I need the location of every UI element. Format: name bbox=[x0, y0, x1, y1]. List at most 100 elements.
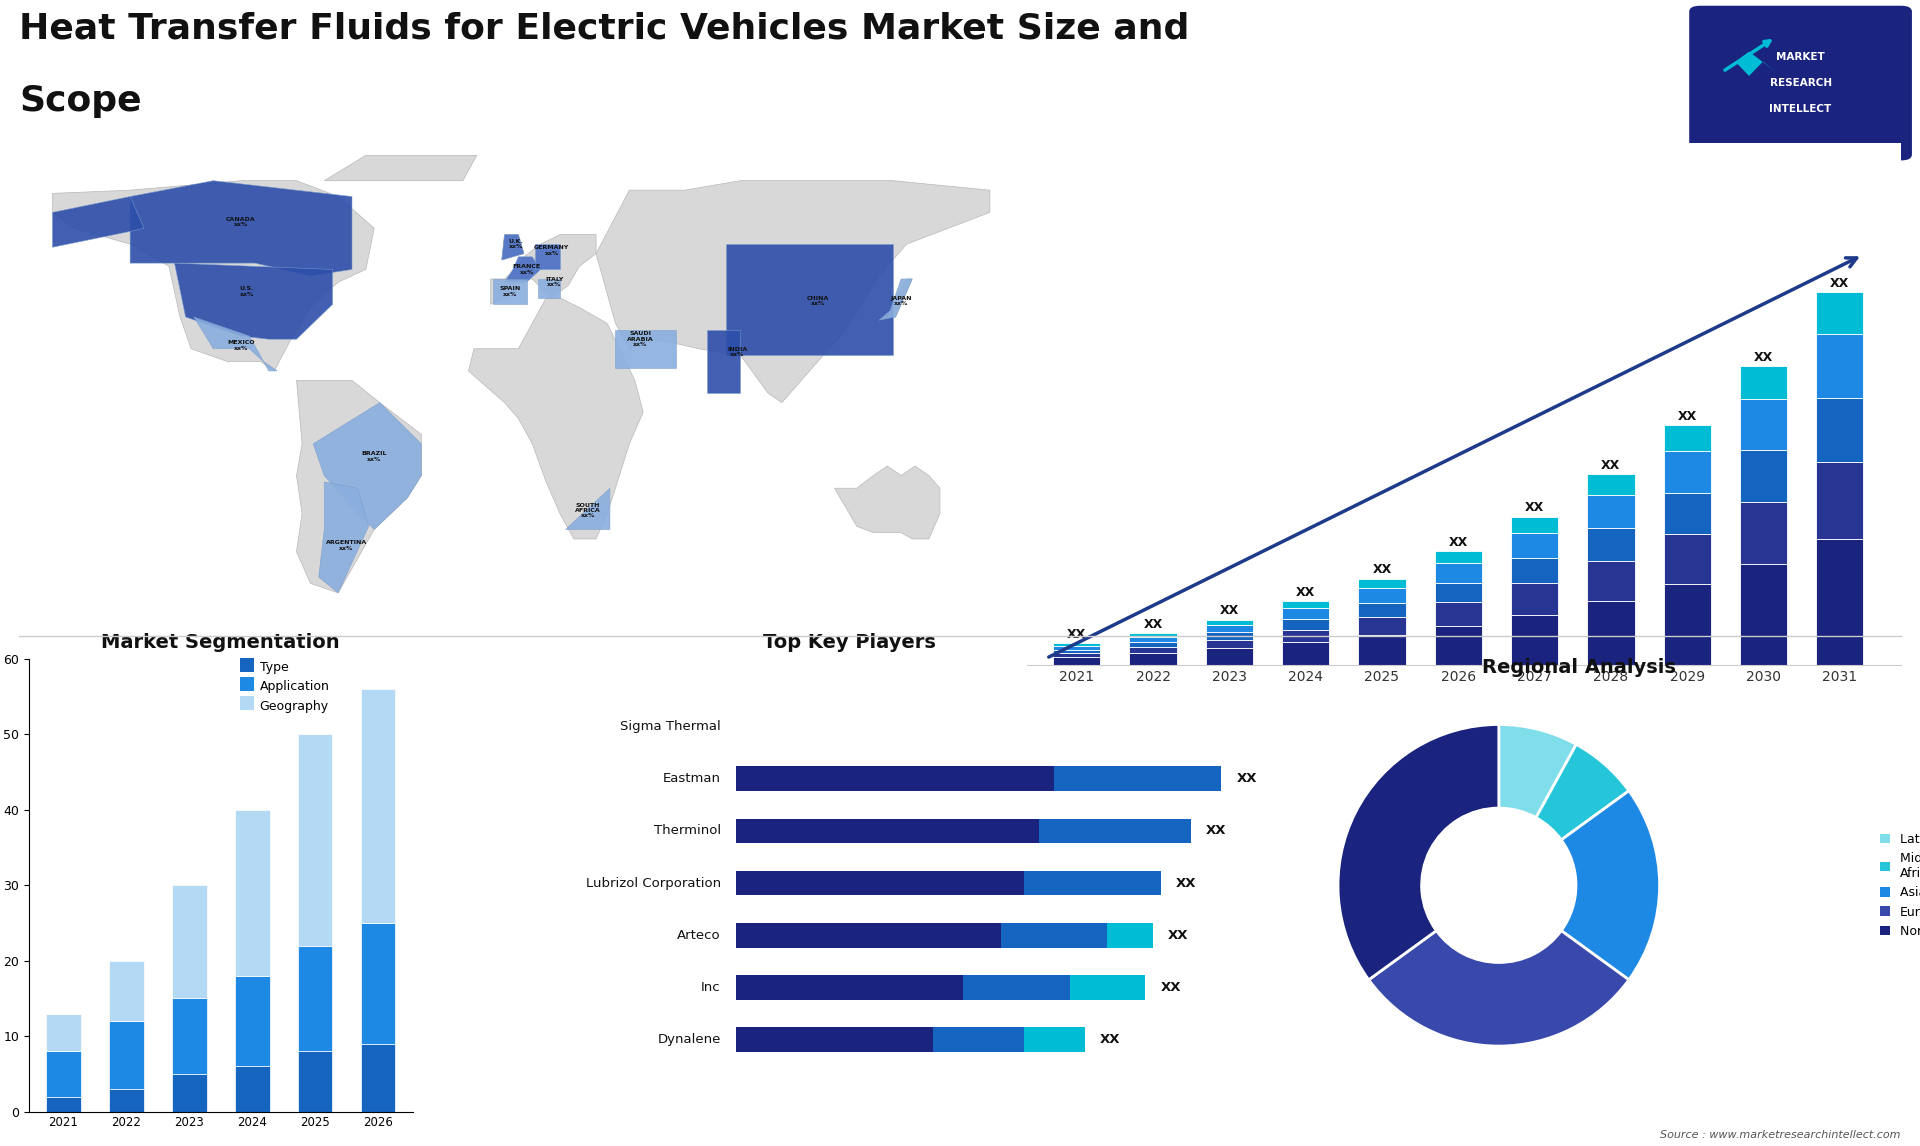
Text: XX: XX bbox=[1160, 981, 1181, 994]
Bar bbox=[1108, 923, 1152, 948]
Bar bbox=[173, 885, 207, 998]
Bar bbox=[298, 1051, 332, 1112]
Bar bbox=[173, 998, 207, 1074]
Bar bbox=[735, 975, 964, 999]
Polygon shape bbox=[616, 330, 676, 368]
Bar bbox=[1129, 647, 1177, 653]
Bar bbox=[1511, 517, 1559, 533]
Bar bbox=[1206, 620, 1254, 625]
Bar bbox=[1357, 603, 1405, 617]
Bar bbox=[1206, 625, 1254, 633]
Polygon shape bbox=[536, 244, 561, 269]
Bar bbox=[1663, 584, 1711, 665]
Bar bbox=[1588, 474, 1634, 495]
Text: XX: XX bbox=[1678, 409, 1697, 423]
Polygon shape bbox=[835, 466, 941, 539]
Polygon shape bbox=[319, 481, 369, 592]
Text: XX: XX bbox=[1830, 276, 1849, 290]
Bar bbox=[1511, 614, 1559, 665]
Title: Regional Analysis: Regional Analysis bbox=[1482, 658, 1676, 677]
Text: Source : www.marketresearchintellect.com: Source : www.marketresearchintellect.com bbox=[1661, 1130, 1901, 1140]
Polygon shape bbox=[52, 181, 374, 371]
Bar bbox=[361, 923, 396, 1044]
Bar bbox=[1434, 602, 1482, 626]
Polygon shape bbox=[313, 402, 420, 529]
Text: ITALY
xx%: ITALY xx% bbox=[545, 277, 564, 288]
Text: XX: XX bbox=[1373, 564, 1392, 576]
Text: JAPAN
xx%: JAPAN xx% bbox=[891, 296, 912, 306]
Text: Inc: Inc bbox=[701, 981, 720, 994]
Bar bbox=[735, 1027, 933, 1052]
Bar bbox=[1054, 643, 1100, 646]
Bar bbox=[109, 1089, 144, 1112]
Text: U.S.
xx%: U.S. xx% bbox=[240, 286, 253, 297]
Bar bbox=[1357, 617, 1405, 635]
Bar bbox=[1511, 533, 1559, 558]
Text: Lubrizol Corporation: Lubrizol Corporation bbox=[586, 877, 720, 889]
Polygon shape bbox=[296, 380, 420, 592]
Text: Therminol: Therminol bbox=[653, 824, 720, 838]
Polygon shape bbox=[726, 244, 893, 355]
Bar bbox=[1283, 609, 1329, 619]
Bar bbox=[173, 1074, 207, 1112]
Bar bbox=[1283, 642, 1329, 665]
Bar bbox=[298, 735, 332, 945]
Bar bbox=[1663, 425, 1711, 452]
Polygon shape bbox=[324, 156, 476, 181]
Text: XX: XX bbox=[1068, 628, 1087, 641]
Bar bbox=[46, 1051, 81, 1097]
Text: XX: XX bbox=[1753, 351, 1772, 363]
Bar bbox=[1588, 560, 1634, 601]
Wedge shape bbox=[1561, 791, 1659, 980]
Legend: Latin America, Middle East &
Africa, Asia Pacific, Europe, North America: Latin America, Middle East & Africa, Asi… bbox=[1876, 827, 1920, 943]
Text: XX: XX bbox=[1601, 458, 1620, 471]
Bar bbox=[1588, 528, 1634, 560]
Text: Scope: Scope bbox=[19, 84, 142, 118]
Text: CANADA
xx%: CANADA xx% bbox=[227, 217, 255, 227]
Bar bbox=[1283, 602, 1329, 609]
Wedge shape bbox=[1369, 931, 1628, 1046]
Bar bbox=[234, 1066, 269, 1112]
Polygon shape bbox=[131, 181, 351, 276]
Bar bbox=[1663, 452, 1711, 493]
Polygon shape bbox=[879, 278, 912, 320]
Bar bbox=[735, 923, 1002, 948]
Bar bbox=[1434, 551, 1482, 563]
Bar bbox=[1023, 871, 1160, 895]
Bar bbox=[1816, 292, 1864, 333]
Bar bbox=[1039, 818, 1190, 843]
Text: ARGENTINA
xx%: ARGENTINA xx% bbox=[326, 540, 367, 550]
Title: Market Segmentation: Market Segmentation bbox=[102, 633, 340, 652]
Text: Sigma Thermal: Sigma Thermal bbox=[620, 721, 720, 733]
Polygon shape bbox=[492, 235, 595, 305]
Text: INTELLECT: INTELLECT bbox=[1770, 104, 1832, 113]
Bar bbox=[1511, 558, 1559, 583]
Polygon shape bbox=[538, 278, 561, 298]
Bar bbox=[1663, 534, 1711, 584]
Bar bbox=[1054, 657, 1100, 665]
Polygon shape bbox=[505, 257, 541, 282]
Bar bbox=[735, 767, 1054, 792]
Text: INDIA
xx%: INDIA xx% bbox=[728, 347, 747, 358]
Bar bbox=[1434, 563, 1482, 582]
Text: XX: XX bbox=[1296, 586, 1315, 599]
Bar bbox=[1023, 1027, 1085, 1052]
Bar bbox=[1740, 367, 1788, 399]
FancyBboxPatch shape bbox=[1690, 6, 1912, 160]
Polygon shape bbox=[595, 181, 991, 402]
Text: XX: XX bbox=[1144, 618, 1164, 630]
Text: Dynalene: Dynalene bbox=[657, 1033, 720, 1045]
Text: MEXICO
xx%: MEXICO xx% bbox=[227, 340, 255, 351]
Bar bbox=[964, 975, 1069, 999]
Bar bbox=[1002, 923, 1108, 948]
Legend: Type, Application, Geography: Type, Application, Geography bbox=[234, 657, 334, 717]
Bar bbox=[1206, 639, 1254, 649]
Text: XX: XX bbox=[1450, 535, 1469, 549]
Polygon shape bbox=[175, 264, 332, 339]
Bar bbox=[1816, 398, 1864, 462]
Bar bbox=[1740, 399, 1788, 450]
Polygon shape bbox=[707, 330, 741, 393]
Text: BRAZIL
xx%: BRAZIL xx% bbox=[361, 452, 388, 462]
Bar bbox=[1283, 619, 1329, 629]
Text: XX: XX bbox=[1524, 501, 1544, 515]
